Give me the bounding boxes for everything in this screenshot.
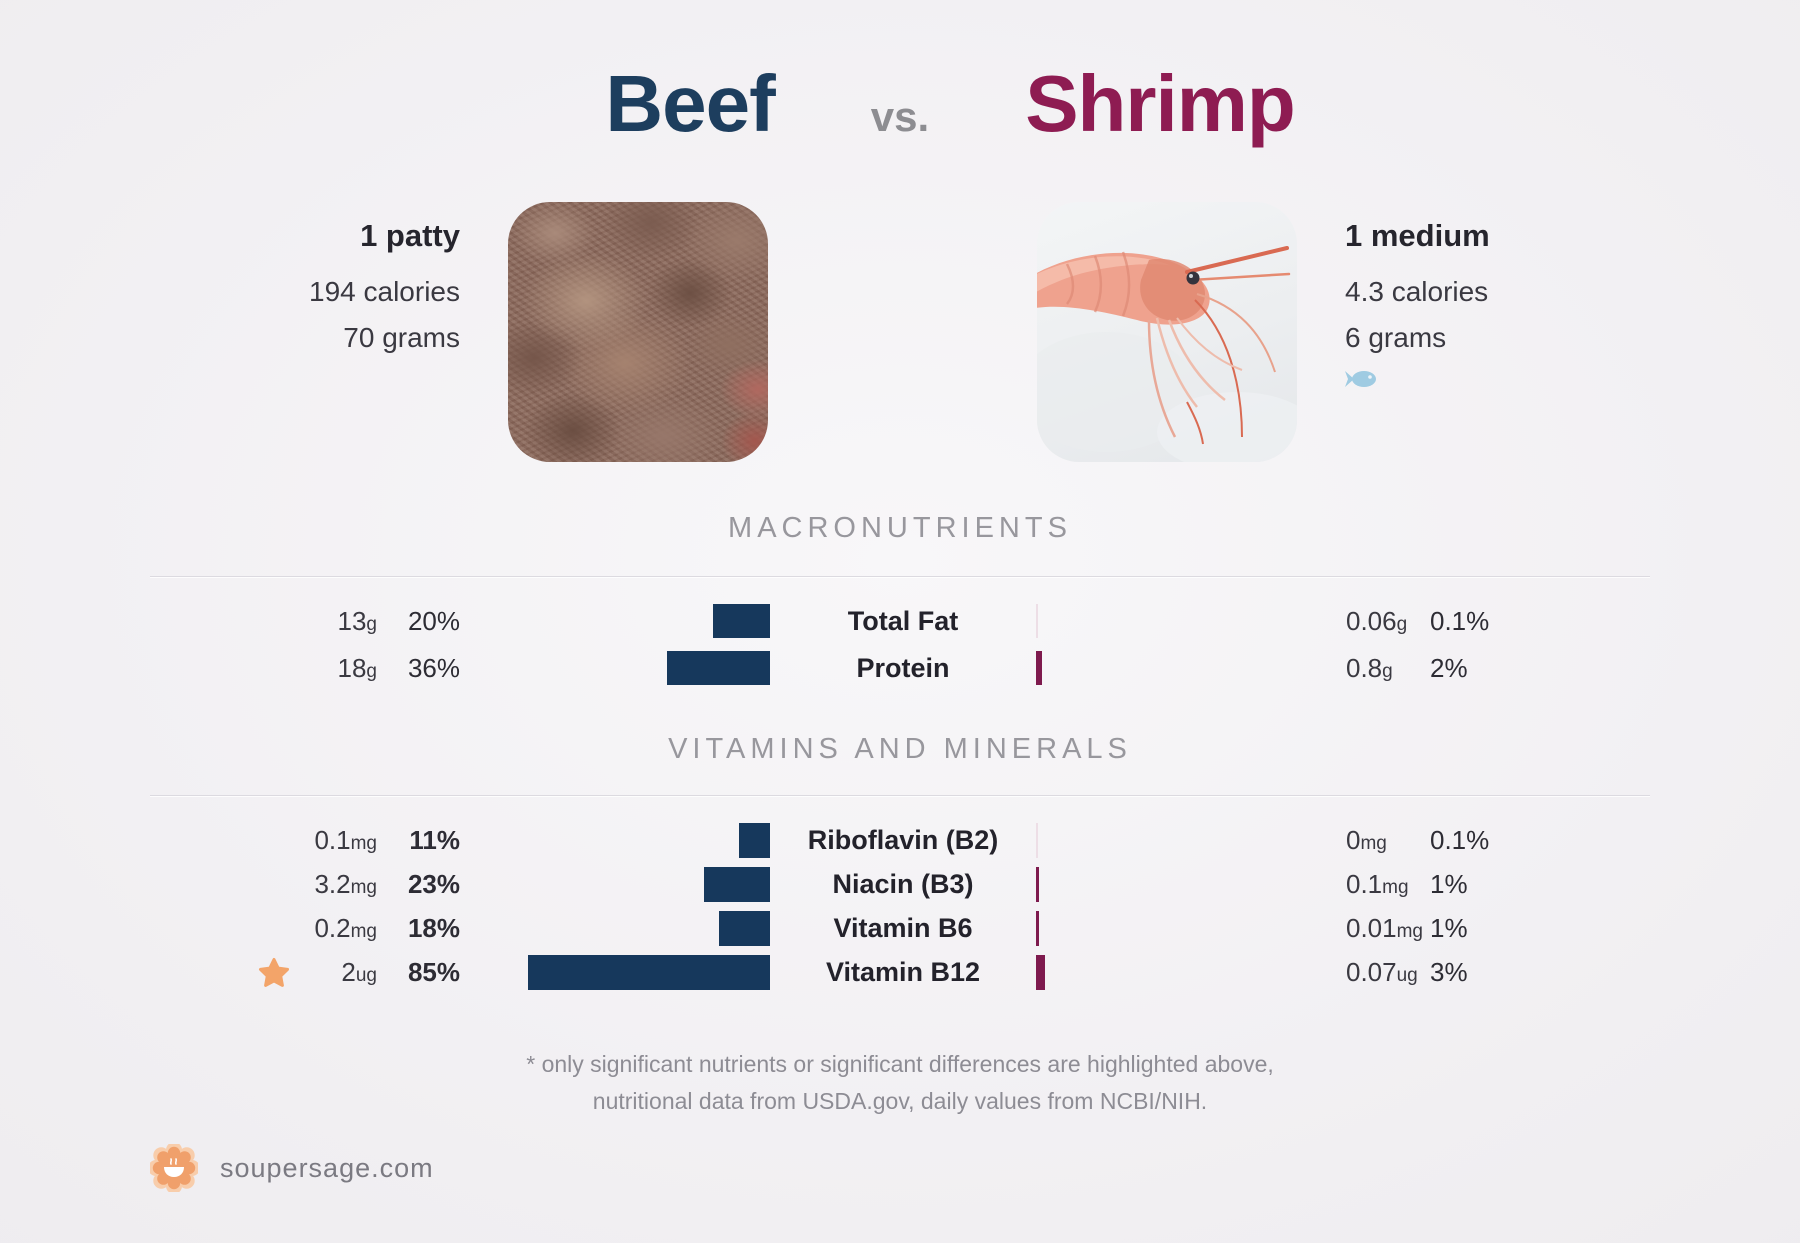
beef-serving-size: 1 patty [360, 218, 460, 253]
beef-bar-zone [460, 651, 770, 685]
shrimp-percent-dv: 2% [1430, 652, 1468, 683]
beef-calories: 194 calories [309, 276, 460, 307]
shrimp-amount: 0mg [1346, 825, 1387, 855]
vitamins-heading: VITAMINS AND MINERALS [668, 733, 1132, 765]
shrimp-photo [1037, 202, 1297, 462]
beef-bar-zone [460, 911, 770, 946]
macronutrients-heading: MACRONUTRIENTS [728, 512, 1072, 544]
shrimp-percent-dv: 0.1% [1430, 825, 1490, 855]
nutrient-row: 0.1mg 11% Riboflavin (B2) 0mg 0.1% [150, 823, 1650, 858]
nutrient-label: Protein [856, 652, 950, 683]
nutrient-row: 13g 20% Total Fat 0.06g 0.1% [150, 604, 1650, 638]
shrimp-amount: 0.01mg [1346, 913, 1424, 943]
shrimp-illustration [1037, 246, 1297, 462]
shrimp-amount: 0.8g [1346, 652, 1393, 683]
beef-percent-dv: 18% [407, 913, 460, 943]
beef-amount: 18g [337, 652, 378, 683]
nutrient-label: Riboflavin (B2) [807, 825, 999, 855]
beef-percent-dv: 20% [407, 605, 460, 636]
shrimp-percent-dv: 1% [1430, 869, 1468, 899]
beef-bar [527, 955, 770, 990]
shrimp-weight: 6 grams [1345, 322, 1447, 353]
shrimp-bar [1036, 955, 1045, 990]
beef-amount: 2ug [341, 957, 377, 987]
nutrient-label: Vitamin B6 [833, 913, 973, 943]
footnote-line-2: nutritional data from USDA.gov, daily va… [592, 1088, 1208, 1114]
site-name: soupersage.com [220, 1152, 434, 1183]
beef-weight: 70 grams [343, 322, 460, 353]
beef-amount: 13g [337, 605, 378, 636]
beef-percent-dv: 23% [407, 869, 460, 899]
star-icon [258, 957, 290, 989]
shrimp-bar-zone [1036, 867, 1346, 902]
beef-bar [713, 604, 770, 638]
shrimp-percent-dv: 1% [1430, 913, 1468, 943]
shrimp-bar [1036, 867, 1039, 902]
beef-serving-info: 1 patty 194 calories 70 grams [309, 218, 460, 368]
nutrient-row: 0.2mg 18% Vitamin B6 0.01mg 1% [150, 911, 1650, 946]
shrimp-title: Shrimp [1025, 59, 1296, 148]
shrimp-amount: 0.06g [1346, 605, 1408, 636]
vitamins-divider [150, 795, 1650, 796]
footnote: * only significant nutrients or signific… [0, 1046, 1800, 1120]
beef-amount: 3.2mg [314, 869, 377, 899]
nutrient-label: Total Fat [847, 605, 959, 636]
beef-percent-dv: 36% [407, 652, 460, 683]
beef-amount: 0.2mg [314, 913, 377, 943]
shrimp-bar-zone [1036, 823, 1346, 858]
beef-bar-zone [460, 604, 770, 638]
beef-bar-zone [460, 867, 770, 902]
beef-bar [718, 911, 770, 946]
shrimp-percent-dv: 3% [1430, 957, 1468, 987]
shrimp-amount: 0.1mg [1346, 869, 1409, 899]
beef-bar [704, 867, 770, 902]
beef-title: Beef [605, 59, 775, 148]
footer: soupersage.com [148, 1142, 434, 1194]
beef-percent-dv: 85% [407, 957, 460, 987]
header: Beef vs. Shrimp [0, 58, 1800, 150]
shrimp-bar [1036, 604, 1038, 638]
shrimp-serving-size: 1 medium [1345, 218, 1490, 253]
beef-percent-dv: 11% [409, 825, 460, 855]
nutrient-label: Niacin (B3) [832, 869, 974, 899]
nutrient-row: 2ug 85% Vitamin B12 0.07ug 3% [150, 955, 1650, 990]
vs-label: vs. [870, 93, 930, 140]
shrimp-bar [1036, 911, 1039, 946]
beef-photo [508, 202, 768, 462]
beef-bar-zone [460, 955, 770, 990]
shrimp-bar-zone [1036, 651, 1346, 685]
shrimp-bar-zone [1036, 604, 1346, 638]
nutrient-label: Vitamin B12 [825, 957, 981, 987]
shrimp-serving-info: 1 medium 4.3 calories 6 grams [1345, 218, 1490, 390]
shrimp-amount: 0.07ug [1346, 957, 1418, 987]
nutrient-row: 3.2mg 23% Niacin (B3) 0.1mg 1% [150, 867, 1650, 902]
vitamins-rows: 0.1mg 11% Riboflavin (B2) 0mg 0.1% 3.2mg 23% Ni… [150, 823, 1650, 999]
beef-bar-zone [460, 823, 770, 858]
shrimp-bar [1036, 651, 1042, 685]
beef-bar [738, 823, 770, 858]
fish-icon [1345, 368, 1490, 390]
soup-bowl-flower-icon [148, 1142, 200, 1194]
shrimp-calories: 4.3 calories [1345, 276, 1489, 307]
shrimp-bar-zone [1036, 955, 1346, 990]
nutrient-row: 18g 36% Protein 0.8g 2% [150, 651, 1650, 685]
shrimp-bar-zone [1036, 911, 1346, 946]
beef-bar [667, 651, 770, 685]
macronutrients-rows: 13g 20% Total Fat 0.06g 0.1% 18g 36% Protein 0.8… [150, 604, 1650, 698]
footnote-line-1: * only significant nutrients or signific… [526, 1051, 1274, 1077]
shrimp-bar [1036, 823, 1038, 858]
shrimp-percent-dv: 0.1% [1430, 605, 1490, 636]
macro-divider [150, 576, 1650, 577]
beef-amount: 0.1mg [314, 825, 377, 855]
